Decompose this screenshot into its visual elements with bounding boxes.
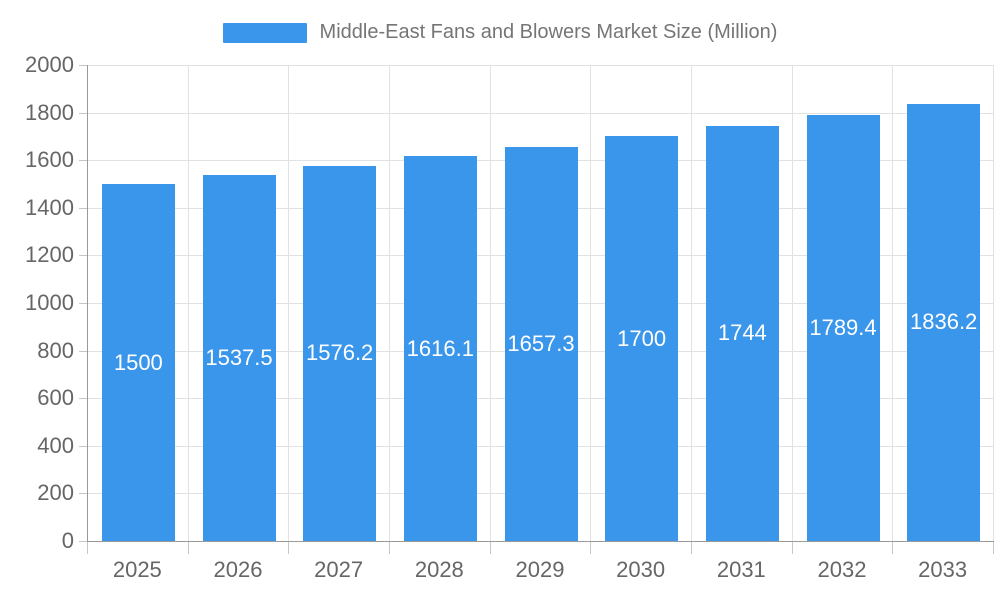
bar-value-label: 1744 [717, 320, 767, 346]
y-axis-label: 1600 [25, 147, 74, 173]
x-axis-label: 2029 [515, 557, 565, 582]
x-axis-label: 2025 [112, 557, 162, 582]
y-axis-tick [79, 160, 87, 162]
bar-2028 [403, 156, 477, 541]
plot-area: 1500 1537.5 1576.2 1616.1 1657.3 1700 1744 1789… [87, 65, 994, 542]
y-axis-label: 1200 [25, 242, 74, 268]
x-axis-tick [993, 542, 994, 554]
y-axis-label: 1800 [25, 99, 74, 125]
gridline-vertical [590, 65, 592, 541]
y-axis-tick [79, 303, 87, 304]
bar-2033 [907, 104, 981, 541]
y-axis-tick [79, 255, 87, 257]
x-axis-label: 2033 [918, 557, 968, 582]
bar-2032 [806, 115, 880, 541]
gridline-horizontal [88, 65, 994, 66]
x-axis-label: 2030 [616, 557, 666, 582]
x-axis-label: 2031 [716, 557, 766, 582]
x-axis-tick [691, 542, 692, 554]
bar-value-label: 1576.2 [306, 340, 374, 366]
x-axis-tick [389, 542, 390, 554]
bar-2030 [605, 136, 679, 541]
y-axis-label: 400 [37, 432, 74, 458]
y-axis-label: 1000 [25, 290, 74, 315]
gridline-vertical [187, 65, 189, 541]
legend-swatch [222, 22, 307, 43]
bar-value-label: 1836.2 [910, 309, 978, 335]
gridline-horizontal [88, 112, 994, 114]
bar-2029 [504, 146, 578, 541]
x-axis-tick [590, 542, 592, 554]
y-axis-label: 200 [37, 480, 74, 506]
y-axis-tick [79, 65, 87, 66]
bar-2025 [101, 184, 175, 541]
y-axis-label: 0 [61, 528, 74, 553]
bar-value-label: 1616.1 [406, 335, 474, 361]
bar-value-label: 1700 [617, 325, 667, 351]
gridline-vertical [489, 65, 491, 541]
gridline-vertical [288, 65, 290, 541]
x-axis-label: 2032 [817, 557, 867, 582]
x-axis-tick [187, 542, 189, 554]
y-axis-tick [79, 398, 87, 400]
y-axis-tick [79, 541, 87, 542]
gridline-vertical [389, 65, 390, 541]
bar-value-label: 1537.5 [205, 345, 273, 371]
y-axis-tick [79, 207, 87, 209]
bar-value-label: 1789.4 [809, 315, 877, 341]
bar-2031 [705, 125, 779, 541]
x-axis-tick [892, 542, 894, 554]
x-axis-tick [489, 542, 491, 554]
gridline-vertical [993, 65, 994, 541]
x-axis-label: 2026 [213, 557, 263, 582]
y-axis-tick [79, 493, 87, 495]
x-axis-label: 2027 [314, 557, 364, 582]
x-axis-tick [87, 542, 88, 554]
bar-2027 [303, 165, 377, 541]
gridline-vertical [691, 65, 692, 541]
x-axis-label: 2028 [414, 557, 464, 582]
x-axis-tick [288, 542, 290, 554]
x-axis-tick [791, 542, 793, 554]
y-axis-label: 2000 [25, 52, 74, 77]
y-axis-label: 600 [37, 385, 74, 411]
y-axis-label: 1400 [25, 194, 74, 220]
chart-title: Middle-East Fans and Blowers Market Size… [319, 21, 778, 43]
bar-value-label: 1500 [113, 349, 163, 375]
legend-item[interactable]: Middle-East Fans and Blowers Market Size… [222, 21, 778, 44]
gridline-vertical [892, 65, 894, 541]
y-axis-tick [79, 112, 87, 114]
y-axis-label: 800 [37, 337, 74, 363]
y-axis-tick [79, 445, 87, 447]
legend: Middle-East Fans and Blowers Market Size… [0, 21, 1000, 44]
bar-2026 [202, 175, 276, 541]
gridline-vertical [791, 65, 793, 541]
bar-value-label: 1657.3 [507, 330, 575, 356]
y-axis-tick [79, 350, 87, 352]
